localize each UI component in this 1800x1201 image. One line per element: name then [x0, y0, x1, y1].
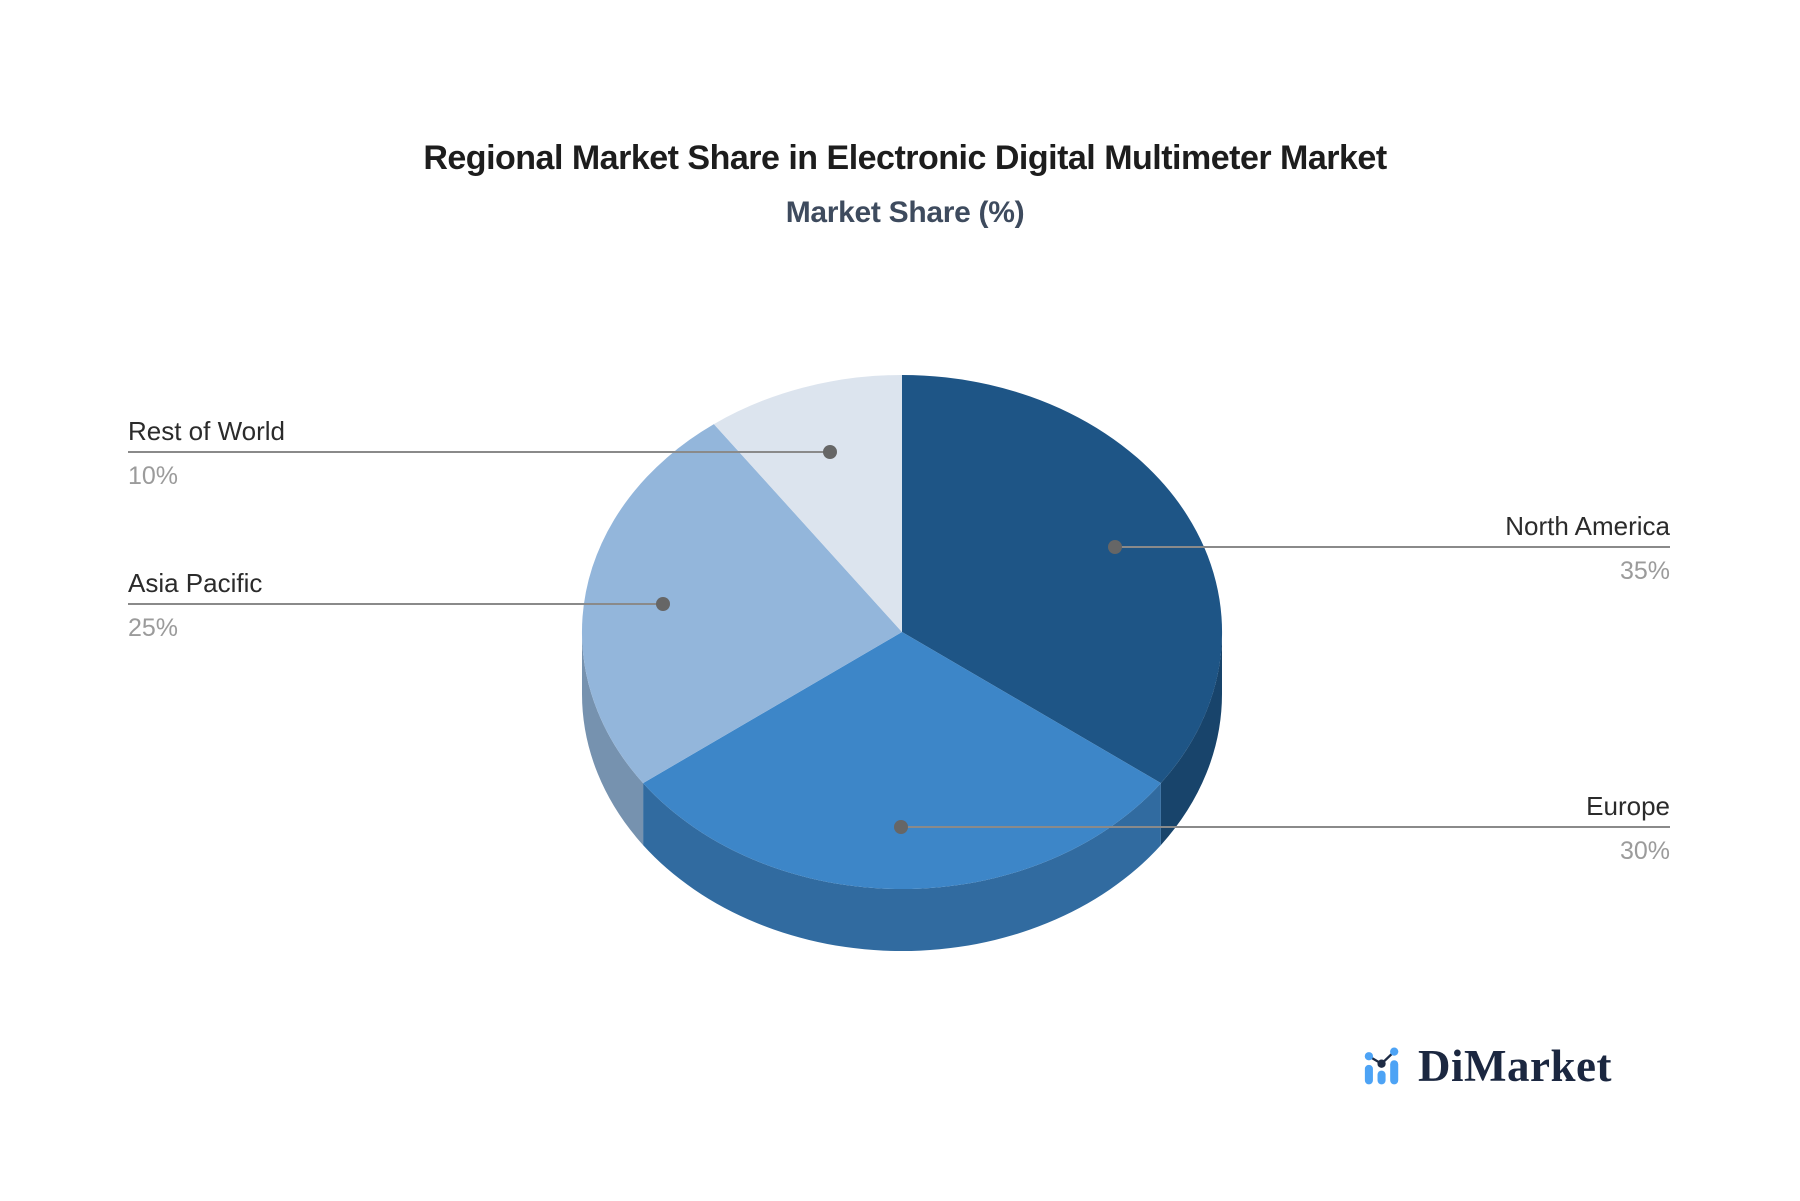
slice-value: 10%	[128, 462, 179, 490]
chart-subtitle: Market Share (%)	[785, 196, 1025, 229]
slice-value: 30%	[1619, 837, 1670, 865]
callout-value-north-america: 35%	[1620, 556, 1670, 590]
callout-value-rest-of-world: 10%	[128, 461, 178, 495]
callout-label-north-america: North America	[1505, 511, 1670, 546]
slice-value: 35%	[1619, 557, 1670, 585]
callout-value-europe: 30%	[1620, 836, 1670, 870]
callout-label-rest-of-world: Rest of World	[128, 416, 285, 451]
callout-label-europe: Europe	[1586, 791, 1670, 826]
slice-label: Europe	[1586, 791, 1670, 821]
dimarket-logo-text: DiMarket	[1418, 1041, 1612, 1091]
slice-label: Rest of World	[128, 416, 286, 446]
slice-label: Asia Pacific	[128, 568, 263, 598]
slice-label: North America	[1505, 511, 1670, 541]
slice-value: 25%	[128, 614, 179, 642]
dimarket-logo-icon	[1364, 1047, 1399, 1085]
chart-title: Regional Market Share in Electronic Digi…	[423, 139, 1387, 177]
callout-label-asia-pacific: Asia Pacific	[128, 568, 262, 603]
dimarket-logo: DiMarket	[1362, 1038, 1612, 1094]
callout-value-asia-pacific: 25%	[128, 613, 178, 647]
